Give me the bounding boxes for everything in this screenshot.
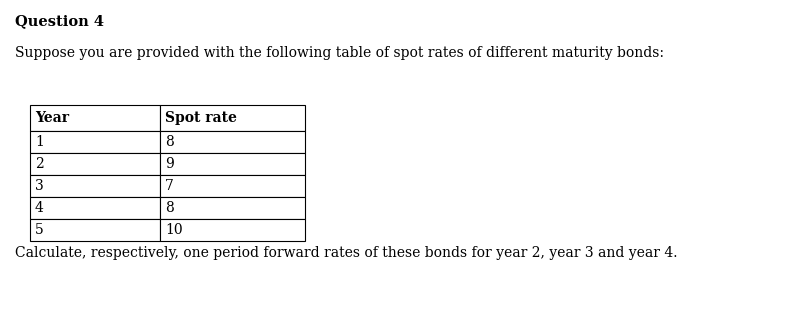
- Text: 3: 3: [35, 179, 43, 193]
- Bar: [160, 219, 305, 241]
- Bar: [30, 131, 160, 153]
- Bar: [160, 175, 305, 197]
- Bar: [30, 105, 160, 131]
- Text: 10: 10: [165, 223, 183, 237]
- Bar: [160, 105, 305, 131]
- Bar: [30, 175, 160, 197]
- Bar: [160, 197, 305, 219]
- Text: Spot rate: Spot rate: [165, 111, 237, 125]
- Text: Question 4: Question 4: [15, 14, 104, 28]
- Text: 4: 4: [35, 201, 44, 215]
- Bar: [160, 131, 305, 153]
- Text: 1: 1: [35, 135, 44, 149]
- Text: 9: 9: [165, 157, 174, 171]
- Bar: [30, 153, 160, 175]
- Bar: [30, 219, 160, 241]
- Text: Calculate, respectively, one period forward rates of these bonds for year 2, yea: Calculate, respectively, one period forw…: [15, 246, 678, 260]
- Bar: [160, 153, 305, 175]
- Text: 8: 8: [165, 135, 174, 149]
- Text: Year: Year: [35, 111, 69, 125]
- Text: Suppose you are provided with the following table of spot rates of different mat: Suppose you are provided with the follow…: [15, 46, 664, 60]
- Text: 2: 2: [35, 157, 43, 171]
- Text: 7: 7: [165, 179, 174, 193]
- Text: 5: 5: [35, 223, 43, 237]
- Bar: [30, 197, 160, 219]
- Text: 8: 8: [165, 201, 174, 215]
